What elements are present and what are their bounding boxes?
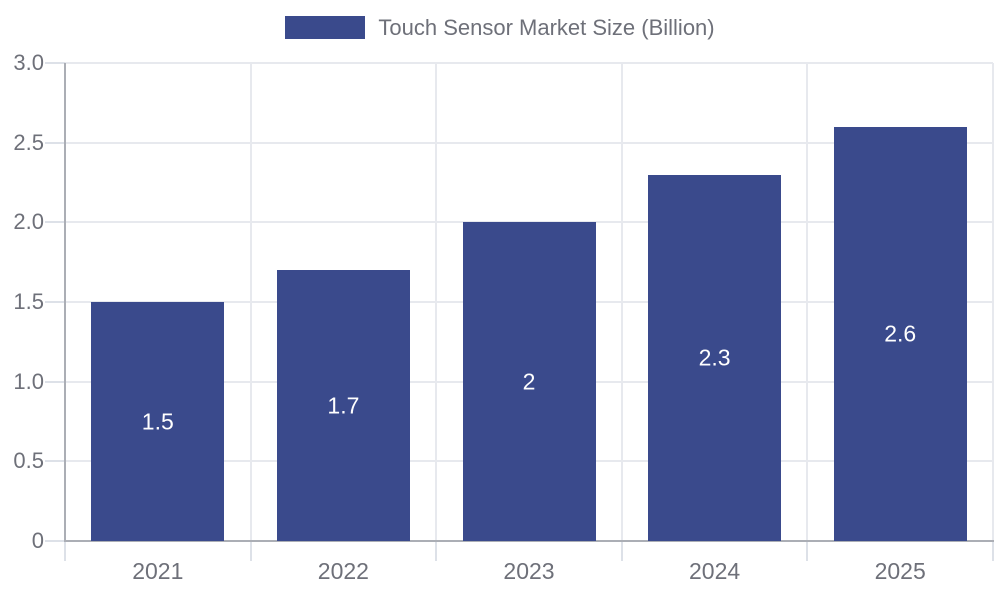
y-gridline xyxy=(65,62,993,64)
x-tick-label: 2022 xyxy=(317,558,369,584)
y-axis-tick xyxy=(45,540,65,542)
y-axis-tick xyxy=(45,301,65,303)
y-gridline xyxy=(65,142,993,144)
bar-value-label: 2.6 xyxy=(884,320,917,347)
legend-swatch-icon xyxy=(285,16,366,39)
bar-2021 xyxy=(91,302,224,541)
y-tick-label: 2.5 xyxy=(13,130,44,155)
x-tick-label: 2025 xyxy=(874,558,926,584)
x-axis-tick xyxy=(250,541,252,561)
x-gridline xyxy=(435,63,437,541)
y-axis-tick xyxy=(45,460,65,462)
y-axis-tick xyxy=(45,221,65,223)
bar-2025 xyxy=(834,127,967,541)
bar-2022 xyxy=(277,270,410,541)
x-tick-label: 2023 xyxy=(503,558,555,584)
x-gridline xyxy=(621,63,623,541)
x-axis-tick xyxy=(992,541,994,561)
bar-value-label: 1.5 xyxy=(141,408,174,434)
y-tick-label: 0.5 xyxy=(13,448,44,473)
bar-value-label: 2 xyxy=(522,368,536,395)
y-tick-label: 2.0 xyxy=(13,209,44,234)
x-gridline xyxy=(806,63,808,541)
bar-value-label: 2.3 xyxy=(698,344,731,371)
y-tick-label: 1.0 xyxy=(13,369,44,394)
legend[interactable]: Touch Sensor Market Size (Billion) xyxy=(0,16,1000,39)
x-axis-tick xyxy=(806,541,808,561)
y-axis-line xyxy=(64,63,66,541)
bar-value-label: 1.7 xyxy=(327,392,360,419)
y-axis-tick xyxy=(45,142,65,144)
bar-2024 xyxy=(648,175,781,541)
x-gridline xyxy=(250,63,252,541)
x-axis-tick xyxy=(621,541,623,561)
x-axis-tick xyxy=(64,541,66,561)
y-axis-tick xyxy=(45,381,65,383)
y-axis-tick xyxy=(45,62,65,64)
x-tick-label: 2021 xyxy=(132,558,184,584)
x-axis-tick xyxy=(435,541,437,561)
y-tick-label: 0 xyxy=(31,528,44,553)
x-tick-label: 2024 xyxy=(689,558,741,584)
bar-2023 xyxy=(463,222,596,541)
y-tick-label: 1.5 xyxy=(13,289,44,314)
legend-label: Touch Sensor Market Size (Billion) xyxy=(378,15,715,40)
x-gridline xyxy=(992,63,994,541)
y-tick-label: 3.0 xyxy=(13,50,44,75)
x-axis-line xyxy=(64,540,994,542)
